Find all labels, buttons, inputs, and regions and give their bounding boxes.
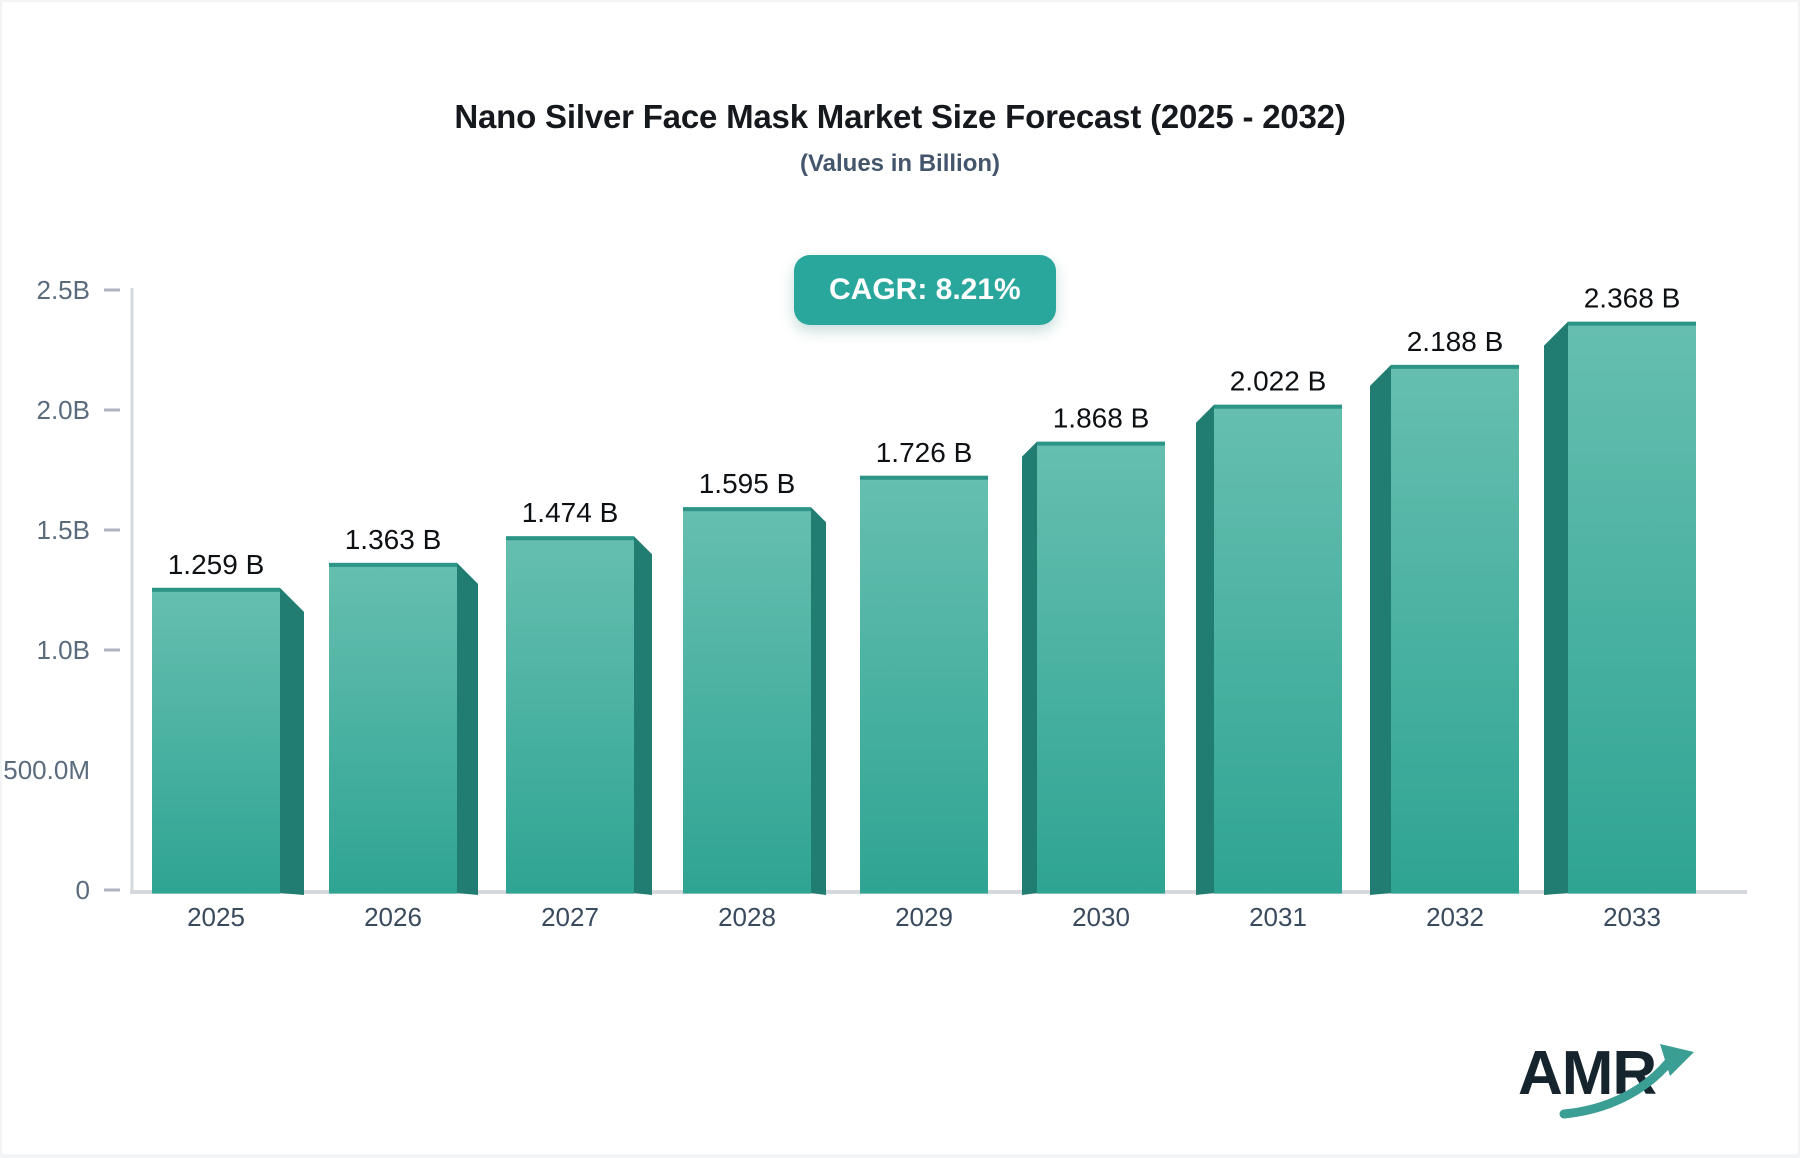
y-tick-dash [104,888,120,892]
bar-2025[interactable] [152,587,280,894]
bar-value-label: 2.368 B [1584,283,1681,314]
bar-value-label: 1.259 B [168,549,265,580]
y-tick-label: 1.0B [37,635,91,665]
bar-side-face [1370,364,1391,895]
x-tick-label: 2031 [1249,902,1307,932]
y-tick-dash [104,528,120,532]
bar-value-label: 2.188 B [1407,326,1504,357]
bar-2026[interactable] [329,562,457,894]
bar-top-edge [506,536,634,541]
bar-top-edge [1568,321,1696,326]
bar-2028[interactable] [683,507,811,894]
chart-subtitle: (Values in Billion) [799,150,1001,177]
bar-value-label: 1.595 B [699,468,796,499]
x-tick-label: 2028 [718,902,776,932]
y-tick-label: 0 [76,875,90,905]
bar-value-label: 1.363 B [345,524,442,555]
y-tick-label: 1.5B [37,515,91,545]
y-tick-dash [104,648,120,652]
x-tick-label: 2030 [1072,902,1130,932]
y-tick-label: 2.5B [37,275,91,305]
bar-side-face [457,562,478,895]
bar-side-face [811,507,826,895]
y-tick-dash [104,408,120,412]
bar-2029[interactable] [860,475,988,894]
bar-top-edge [329,562,457,567]
bar-top-edge [683,507,811,512]
bar-side-face [1022,441,1037,895]
x-tick-label: 2025 [187,902,245,932]
bar-value-label: 1.474 B [522,497,619,528]
amr-logo: AMR [1514,1028,1724,1124]
bar-side-face [280,587,304,895]
bar-2033[interactable] [1568,321,1696,894]
bar-2031[interactable] [1214,404,1342,894]
x-tick-label: 2027 [541,902,599,932]
x-tick-label: 2032 [1426,902,1484,932]
x-tick-label: 2026 [364,902,422,932]
bar-side-face [634,536,652,895]
growth-arrowhead-icon [1660,1044,1694,1076]
x-tick-label: 2033 [1603,902,1661,932]
y-tick-label: 500.0M [3,755,90,785]
growth-arrow-icon [1559,1057,1674,1119]
bar-value-label: 1.868 B [1053,403,1150,434]
bar-top-edge [1391,364,1519,369]
x-tick-label: 2029 [895,902,953,932]
bar-2030[interactable] [1037,441,1165,894]
bar-value-label: 2.022 B [1230,366,1327,397]
amr-logo-text: AMR [1518,1039,1656,1108]
y-axis-line [130,288,134,894]
y-tick-dash [104,288,120,292]
cagr-badge: CAGR: 8.21% [794,255,1056,325]
bar-top-edge [1214,404,1342,409]
bar-2032[interactable] [1391,364,1519,894]
bar-top-edge [1037,441,1165,446]
bar-side-face [1196,404,1214,895]
bar-value-label: 1.726 B [876,437,973,468]
bar-2027[interactable] [506,536,634,894]
bar-top-edge [152,587,280,592]
chart-title: Nano Silver Face Mask Market Size Foreca… [454,98,1346,135]
y-tick-label: 2.0B [37,395,91,425]
bar-side-face [1544,321,1568,895]
bar-top-edge [860,475,988,480]
